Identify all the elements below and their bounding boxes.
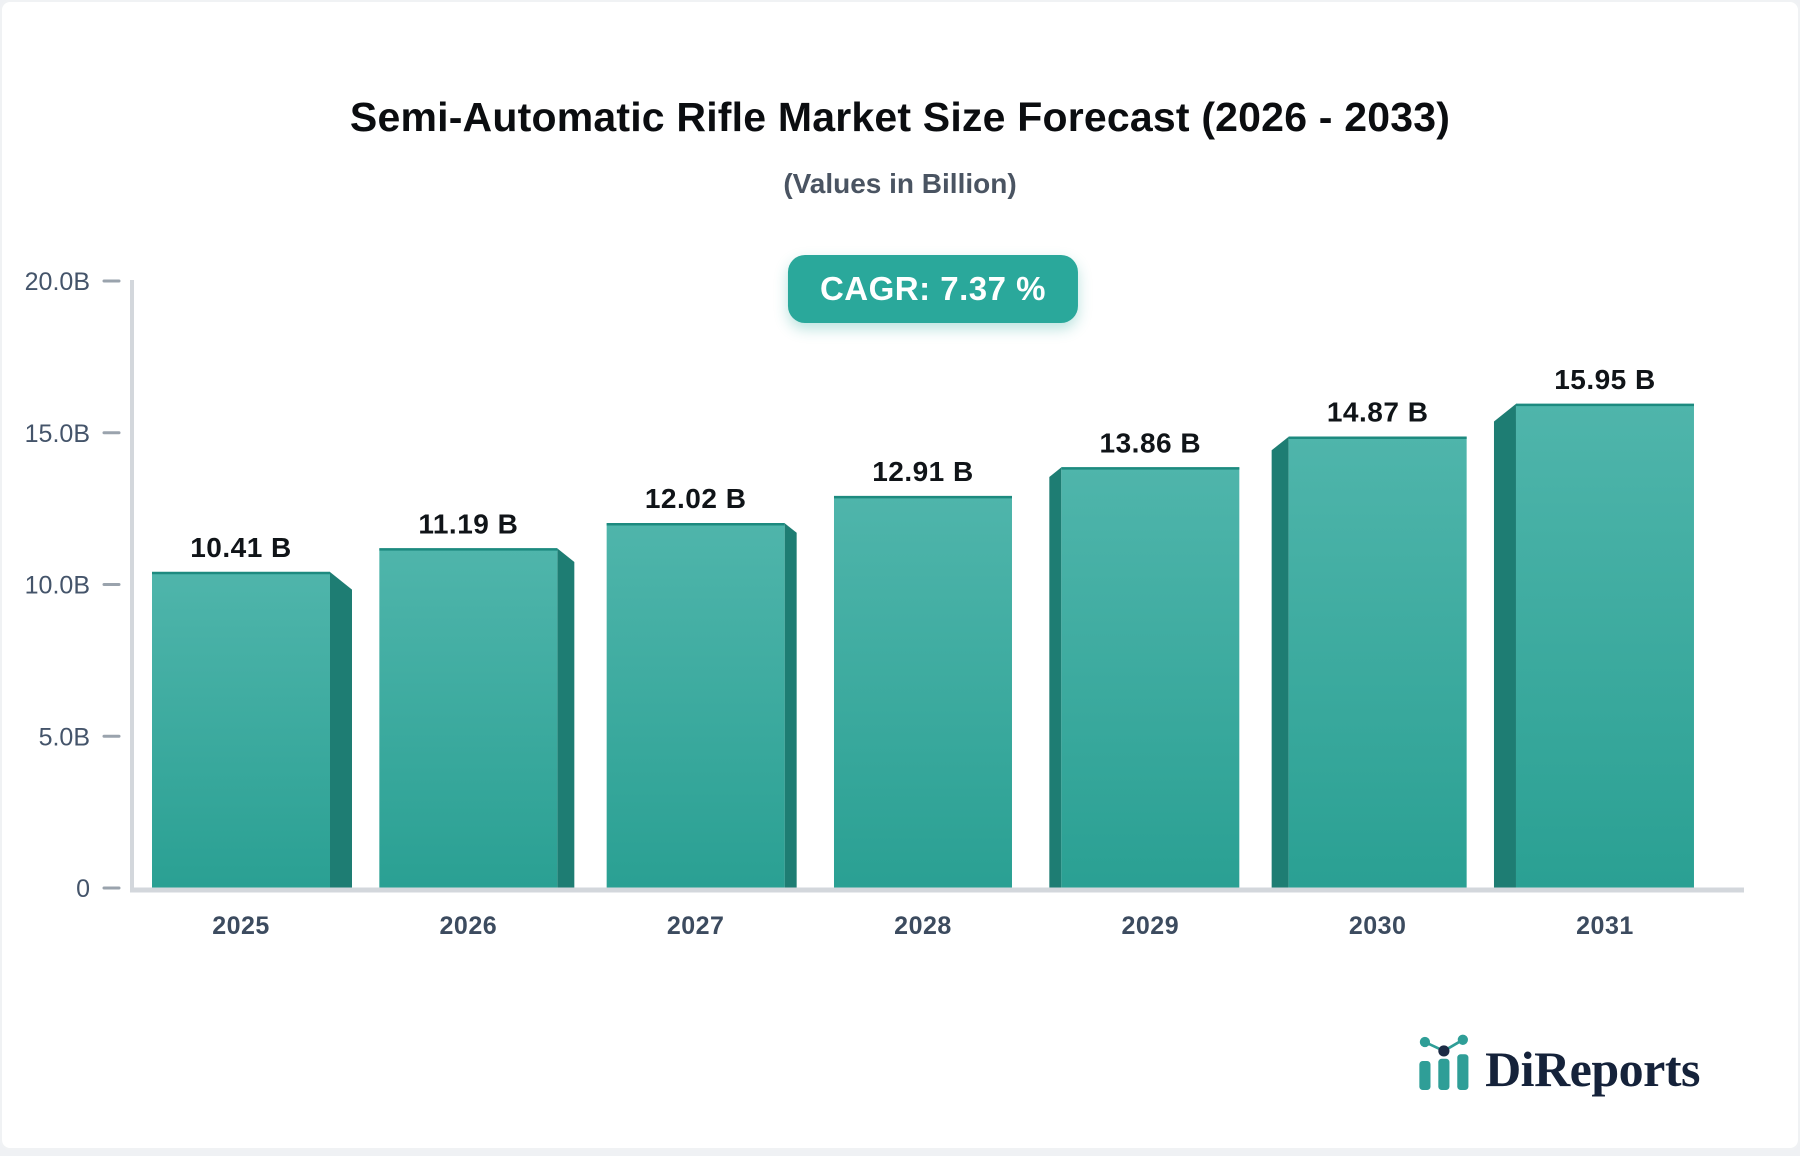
x-category-label: 2028 <box>894 912 952 940</box>
x-category-label: 2027 <box>667 912 725 940</box>
bar-value-label: 10.41 B <box>190 532 292 563</box>
bar-value-label: 11.19 B <box>418 508 518 539</box>
x-category-label: 2031 <box>1576 912 1634 940</box>
bar-side <box>557 548 575 888</box>
chart-title: Semi-Automatic Rifle Market Size Forecas… <box>349 94 1451 140</box>
bar-value-label: 14.87 B <box>1327 397 1429 428</box>
bar-front <box>1515 403 1694 888</box>
x-category-label: 2026 <box>440 912 498 940</box>
y-tick-label: 5.0B <box>39 723 90 751</box>
bar-side <box>784 523 797 888</box>
x-category-label: 2025 <box>212 912 270 940</box>
bar-front <box>606 523 785 888</box>
bar-front <box>379 548 558 888</box>
x-category-label: 2029 <box>1122 912 1180 940</box>
brand-chart-icon <box>1419 1034 1469 1090</box>
bar-value-label: 13.86 B <box>1100 427 1202 458</box>
y-tick-label: 10.0B <box>25 572 90 600</box>
brand-name: DiReports <box>1485 1041 1700 1097</box>
bar-front <box>833 496 1012 888</box>
bar-side <box>330 572 352 888</box>
bar-side <box>1271 436 1289 888</box>
bar-side <box>1049 467 1062 888</box>
brand-logo: DiReports <box>1413 1032 1700 1094</box>
y-tick-label: 20.0B <box>25 268 90 296</box>
bar-front <box>152 572 330 888</box>
bar-front <box>1061 467 1240 888</box>
y-tick-label: 15.0B <box>25 420 90 448</box>
bar-side <box>1493 403 1516 888</box>
y-tick-label: 0 <box>76 875 90 903</box>
chart-subtitle: (Values in Billion) <box>783 168 1017 199</box>
bar-value-label: 12.02 B <box>645 483 747 514</box>
bar-value-label: 12.91 B <box>872 456 974 487</box>
cagr-badge: CAGR: 7.37 % <box>787 255 1079 323</box>
x-category-label: 2030 <box>1349 912 1407 940</box>
bar-front <box>1288 436 1467 888</box>
bar-value-label: 15.95 B <box>1554 364 1656 395</box>
